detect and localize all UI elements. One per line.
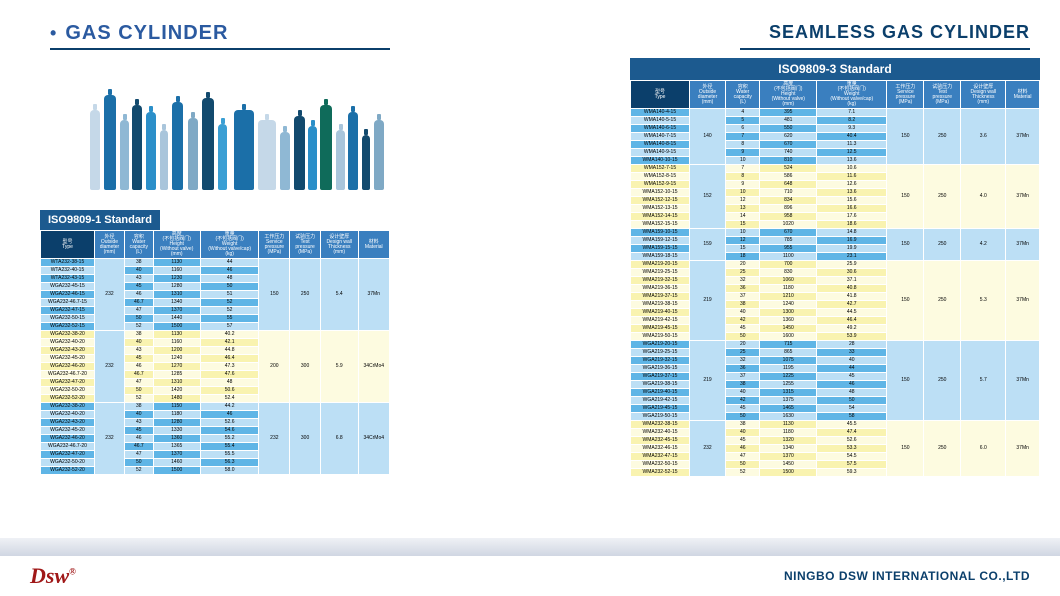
- col-header: 高度(不包括阀门)Height(Without valve)(mm): [760, 81, 817, 109]
- col-header: 型号Type: [41, 231, 95, 259]
- slide: • GAS CYLINDER SEAMLESS GAS CYLINDER ISO9…: [0, 0, 1060, 596]
- table-row: WMA140-4-1514043957.11502503.637Mn: [631, 109, 1040, 117]
- bullet-icon: •: [50, 23, 57, 43]
- cylinder-icon: [188, 118, 198, 190]
- title-right: SEAMLESS GAS CYLINDER: [769, 22, 1030, 43]
- table-row: WGA232-38-2023238113040.22003005.934CrMo…: [41, 331, 390, 339]
- table1-container: ISO9809-1 Standard 型号Type外径Outsidediamet…: [40, 210, 390, 475]
- cylinder-icon: [234, 110, 254, 190]
- cylinder-icon: [172, 102, 183, 190]
- col-header: 工作压力Servicepressure(MPa): [887, 81, 924, 109]
- col-header: 材料Material: [358, 231, 389, 259]
- col-header: 设计壁厚Design wallThickness(mm): [961, 81, 1006, 109]
- cylinder-icon: [218, 124, 227, 190]
- table-row: WMA152-7-15152752410.61502504.037Mn: [631, 165, 1040, 173]
- table-row: WMA219-20-152192070025.91502505.337Mn: [631, 261, 1040, 269]
- cylinder-icon: [146, 112, 156, 190]
- title-left-text: GAS CYLINDER: [65, 22, 228, 44]
- cylinder-icon: [308, 126, 317, 190]
- table2-title: ISO9809-3 Standard: [630, 58, 1040, 80]
- col-header: 型号Type: [631, 81, 690, 109]
- col-header: 设计壁厚Design wallThickness(mm): [320, 231, 358, 259]
- table1: 型号Type外径Outsidediameter(mm)容积Watercapaci…: [40, 230, 390, 475]
- cylinder-icon: [294, 116, 305, 190]
- underline-right: [740, 48, 1030, 50]
- cylinder-icon: [348, 112, 358, 190]
- col-header: 工作压力Servicepressure(MPa): [259, 231, 290, 259]
- table-row: WTA232-38-15232381130441502505.437Mn: [41, 259, 390, 267]
- col-header: 容积Watercapacity(L): [124, 231, 153, 259]
- logo: Dsw®: [30, 563, 76, 589]
- cylinder-icon: [120, 120, 129, 190]
- cylinder-icon: [362, 135, 370, 190]
- cylinder-icon: [90, 110, 100, 190]
- table-row: WGA219-20-1521920715281502505.737Mn: [631, 341, 1040, 349]
- col-header: 高度(不包括阀门)Height(Without valve)(mm): [153, 231, 200, 259]
- underline-left: [50, 48, 390, 50]
- table2-container: ISO9809-3 Standard 型号Type外径Outsidediamet…: [630, 58, 1040, 477]
- company-name: NINGBO DSW INTERNATIONAL CO.,LTD: [784, 569, 1030, 583]
- table-row: WMA232-38-1523238113045.51502506.037Mn: [631, 421, 1040, 429]
- col-header: 外径Outsidediameter(mm): [94, 231, 124, 259]
- col-header: 材料Material: [1006, 81, 1040, 109]
- col-header: 试验压力Testpressure(MPa): [290, 231, 321, 259]
- cylinder-illustration: [90, 70, 390, 190]
- col-header: 试验压力Testpressure(MPa): [924, 81, 961, 109]
- cylinder-icon: [320, 105, 332, 190]
- col-header: 外径Outsidediameter(mm): [690, 81, 726, 109]
- cylinder-icon: [104, 95, 116, 190]
- col-header: 重量(不包括阀门)Weight(Without valve/cap)(kg): [200, 231, 259, 259]
- table-row: WMA159-10-151591067014.81502504.237Mn: [631, 229, 1040, 237]
- table2: 型号Type外径Outsidediameter(mm)容积Watercapaci…: [630, 80, 1040, 477]
- cylinder-icon: [336, 130, 345, 190]
- col-header: 容积Watercapacity(L): [726, 81, 760, 109]
- cylinder-icon: [160, 130, 168, 190]
- cylinder-icon: [202, 98, 214, 190]
- title-left: • GAS CYLINDER: [50, 22, 228, 45]
- cylinder-icon: [280, 132, 290, 190]
- cylinder-icon: [258, 120, 276, 190]
- table-row: WGA232-38-2023238115044.22323006.834CrMo…: [41, 403, 390, 411]
- col-header: 重量(不包括阀门)Weight(Without valve/cap)(kg): [817, 81, 887, 109]
- cylinder-icon: [132, 105, 142, 190]
- table1-title: ISO9809-1 Standard: [40, 210, 160, 230]
- cylinder-icon: [374, 120, 384, 190]
- footer: Dsw® NINGBO DSW INTERNATIONAL CO.,LTD: [0, 556, 1060, 596]
